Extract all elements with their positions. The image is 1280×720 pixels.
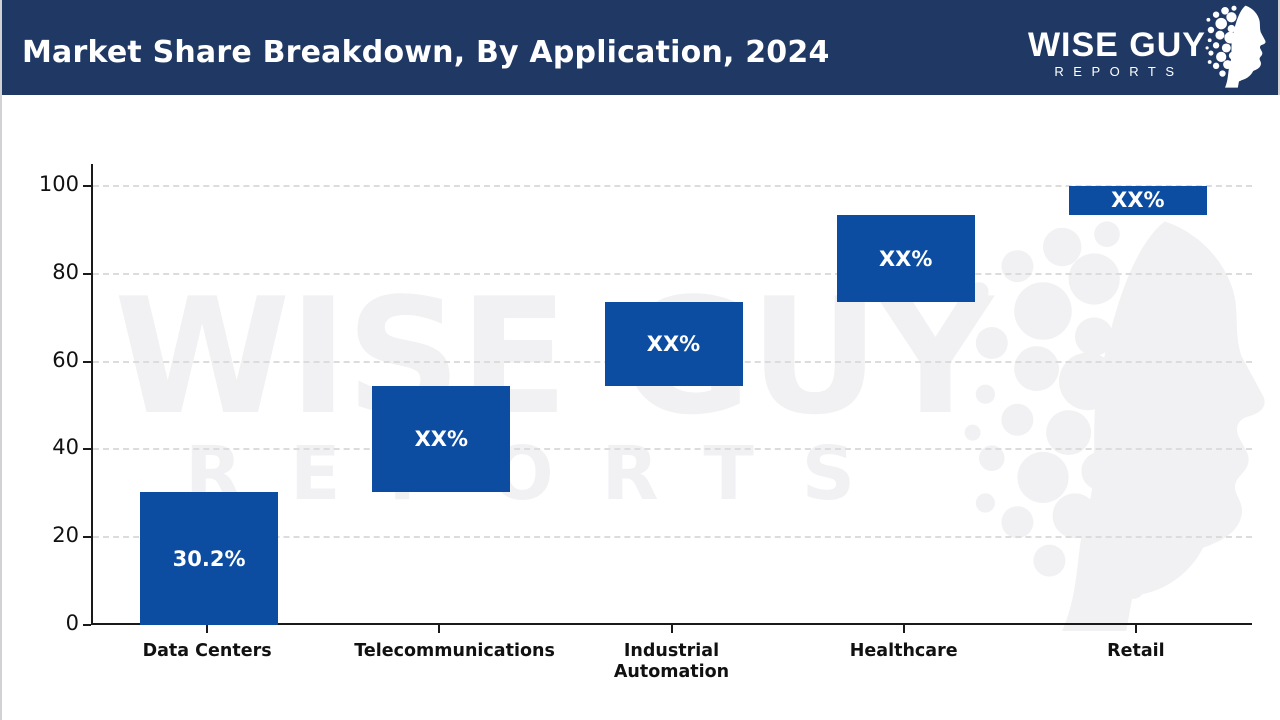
bar-value-label: XX% (878, 246, 933, 271)
category-label: Telecommunications (354, 641, 555, 661)
bar-value-label: XX% (1111, 188, 1165, 213)
category-label: Healthcare (849, 641, 958, 661)
bar-telecommunications: XX% (372, 385, 511, 493)
logo-wordmark: WISE GUY (1027, 25, 1206, 64)
x-tick-mark (1134, 625, 1137, 633)
category-label: Industrial Automation (613, 641, 730, 682)
bar-retail: XX% (1068, 185, 1207, 215)
wise-guy-logo: WISE GUY REPORTS (1028, 4, 1266, 88)
y-tick-label: 20 (52, 523, 79, 548)
x-tick-mark (902, 625, 905, 633)
bar-value-label: XX% (646, 332, 701, 356)
gridline (93, 448, 1252, 451)
logo-subtitle: REPORTS (1054, 63, 1184, 79)
y-tick-mark (83, 448, 91, 451)
x-tick-mark (670, 625, 673, 633)
category-label: Data Centers (142, 641, 272, 661)
x-tick-mark (438, 625, 441, 633)
logo-text: WISE GUY REPORTS (1028, 28, 1206, 79)
y-tick-mark (83, 536, 91, 539)
y-tick-mark (83, 624, 91, 626)
gridline (93, 272, 1252, 275)
y-tick-mark (83, 272, 91, 275)
bar-data-centers: 30.2% (140, 492, 279, 625)
page-title: Market Share Breakdown, By Application, … (22, 35, 830, 70)
y-tick-label: 80 (52, 259, 79, 284)
chart-area: WISE GUY REPORTS 30.2% XX% XX% XX% XX% 0 20 40… (2, 95, 1280, 720)
gridline (93, 536, 1252, 539)
y-tick-label: 0 (65, 611, 79, 635)
watermark-wordmark: WISE GUY (114, 263, 993, 450)
x-tick-mark (206, 625, 209, 633)
gridline (93, 184, 1252, 187)
bar-industrial-automation: XX% (604, 302, 743, 386)
y-tick-label: 40 (52, 435, 79, 460)
header-bar: Market Share Breakdown, By Application, … (2, 0, 1278, 95)
category-label: Retail (1107, 641, 1165, 661)
bar-healthcare: XX% (836, 214, 975, 303)
y-tick-label: 100 (38, 171, 79, 196)
logo-face-icon (1202, 4, 1266, 88)
y-tick-label: 60 (52, 347, 79, 372)
y-tick-mark (83, 360, 91, 363)
bar-value-label: XX% (414, 427, 469, 452)
plot-area: 30.2% XX% XX% XX% XX% (91, 164, 1252, 625)
bar-value-label: 30.2% (172, 546, 246, 571)
y-tick-mark (83, 184, 91, 187)
